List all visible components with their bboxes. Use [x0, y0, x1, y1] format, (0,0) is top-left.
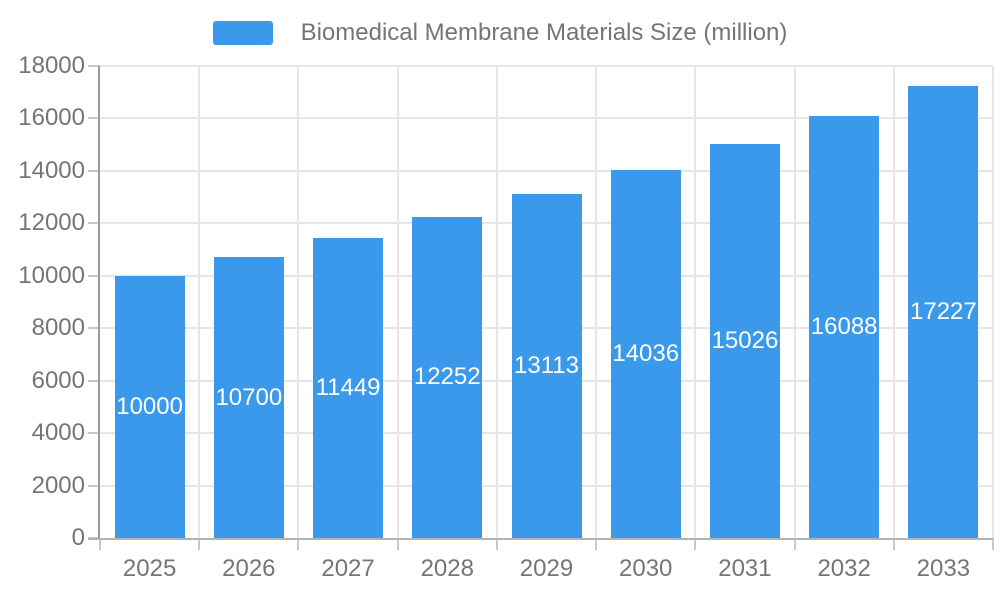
gridline-horizontal: [100, 65, 993, 67]
x-axis-tick: [198, 538, 201, 550]
bar-value-label: 15026: [711, 326, 779, 354]
y-axis-tick: [88, 222, 100, 225]
gridline-vertical: [396, 66, 399, 538]
x-axis-tick-label: 2033: [916, 555, 971, 582]
bar[interactable]: [412, 216, 483, 538]
x-axis-tick: [595, 538, 598, 550]
y-axis-tick-label: 6000: [31, 366, 85, 394]
y-axis-tick: [88, 169, 100, 172]
gridline-vertical: [198, 66, 201, 538]
x-axis-tick-label: 2026: [222, 555, 276, 582]
bar[interactable]: [213, 257, 284, 538]
bar-value-label: 10700: [215, 383, 283, 411]
x-axis-tick-label: 2028: [420, 555, 474, 582]
y-axis-tick-label: 16000: [18, 104, 85, 132]
gridline-horizontal: [100, 169, 993, 172]
bar-value-label: 17227: [910, 298, 977, 326]
gridline-horizontal: [100, 117, 993, 120]
y-axis-tick-label: 12000: [18, 209, 85, 237]
y-axis-tick-label: 8000: [31, 314, 85, 342]
y-axis-line: [98, 66, 100, 540]
bar-value-label: 11449: [315, 373, 381, 401]
bar[interactable]: [114, 275, 185, 538]
y-axis-tick: [88, 274, 100, 277]
legend-label: Biomedical Membrane Materials Size (mill…: [300, 19, 788, 46]
bar-value-label: 16088: [810, 313, 878, 341]
y-axis-tick: [88, 327, 100, 330]
y-axis-tick: [88, 379, 100, 382]
gridline-vertical: [297, 66, 300, 538]
bar-value-label: 12252: [413, 363, 481, 391]
x-axis-tick-label: 2031: [718, 555, 772, 582]
y-axis-tick-label: 2000: [31, 471, 85, 499]
x-axis-tick: [694, 538, 697, 550]
x-axis-tick-label: 2025: [122, 555, 177, 582]
legend[interactable]: Biomedical Membrane Materials Size (mill…: [0, 19, 1000, 47]
x-axis-tick-label: 2032: [817, 555, 871, 582]
x-axis-tick: [495, 538, 498, 550]
bar[interactable]: [908, 86, 979, 538]
legend-swatch: [212, 21, 273, 45]
bar-value-label: 13113: [514, 352, 579, 380]
y-axis-tick-label: 4000: [31, 419, 85, 447]
x-axis-tick: [892, 538, 895, 550]
gridline-vertical: [892, 66, 895, 538]
y-axis-tick: [88, 65, 100, 67]
y-axis-tick: [88, 484, 100, 487]
y-axis-tick: [88, 432, 100, 435]
bar[interactable]: [511, 194, 582, 538]
x-axis-tick: [297, 538, 300, 550]
y-axis-tick: [88, 117, 100, 120]
gridline-vertical: [992, 66, 994, 538]
x-axis-line: [88, 538, 993, 540]
x-axis-tick-label: 2030: [619, 555, 673, 582]
bar[interactable]: [313, 237, 384, 538]
y-axis-tick-label: 10000: [18, 261, 85, 289]
bar-value-label: 14036: [612, 339, 680, 367]
x-axis-tick: [396, 538, 399, 550]
y-axis-tick-label: 18000: [18, 52, 85, 79]
bar[interactable]: [709, 143, 780, 538]
x-axis-tick-label: 2029: [519, 555, 574, 582]
bar-value-label: 10000: [116, 392, 183, 420]
x-axis-tick: [793, 538, 796, 550]
gridline-vertical: [595, 66, 598, 538]
bar[interactable]: [809, 116, 880, 538]
x-axis-tick-label: 2027: [321, 555, 375, 582]
x-axis-tick: [99, 538, 101, 550]
y-axis-tick-label: 0: [71, 524, 85, 551]
gridline-vertical: [694, 66, 697, 538]
y-axis-tick-label: 14000: [18, 156, 85, 184]
gridline-vertical: [793, 66, 796, 538]
gridline-vertical: [495, 66, 498, 538]
bar[interactable]: [610, 169, 681, 538]
x-axis-tick: [992, 538, 994, 550]
